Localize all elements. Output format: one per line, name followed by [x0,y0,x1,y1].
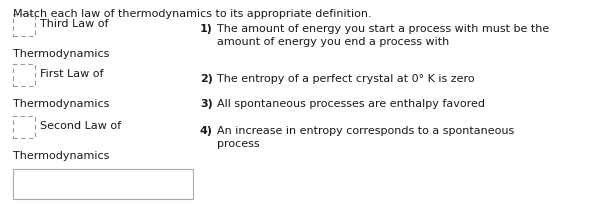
Text: 4): 4) [200,126,213,136]
Text: An increase in entropy corresponds to a spontaneous
process: An increase in entropy corresponds to a … [217,126,514,149]
Bar [13,169,193,199]
Text: 2): 2) [200,74,213,84]
Text: Match each law of thermodynamics to its appropriate definition.: Match each law of thermodynamics to its … [13,9,372,19]
Text: The amount of energy you start a process with must be the
amount of energy you e: The amount of energy you start a process… [217,24,549,47]
Text: 3): 3) [200,99,213,109]
Bar [13,64,35,86]
Text: The entropy of a perfect crystal at 0° K is zero: The entropy of a perfect crystal at 0° K… [217,74,474,84]
Text: Second Law of: Second Law of [40,121,121,131]
Text: Thermodynamics: Thermodynamics [13,99,109,109]
Bar [13,14,35,36]
Text: Thermodynamics: Thermodynamics [13,49,109,59]
Text: 1): 1) [200,24,213,34]
Text: Thermodynamics: Thermodynamics [13,151,109,161]
Bar [13,116,35,138]
Text: Third Law of: Third Law of [40,19,109,29]
Text: First Law of: First Law of [40,69,104,79]
Text: All spontaneous processes are enthalpy favored: All spontaneous processes are enthalpy f… [217,99,485,109]
